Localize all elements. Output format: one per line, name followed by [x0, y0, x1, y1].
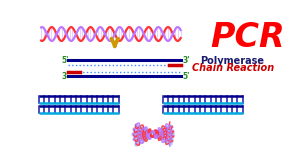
Text: 3': 3' [183, 56, 191, 65]
Text: 3': 3' [61, 72, 69, 81]
Text: 5': 5' [61, 56, 69, 65]
Text: Chain Reaction: Chain Reaction [192, 63, 274, 73]
Text: 5': 5' [183, 72, 190, 81]
Text: PCR: PCR [211, 21, 285, 54]
Text: Polymerase: Polymerase [201, 56, 265, 66]
